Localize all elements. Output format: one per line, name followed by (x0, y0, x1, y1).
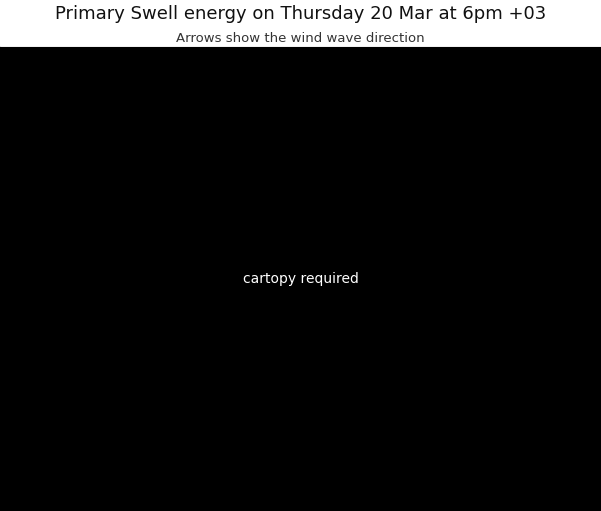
Text: Arrows show the wind wave direction: Arrows show the wind wave direction (176, 32, 425, 45)
Text: cartopy required: cartopy required (243, 272, 358, 286)
Text: Primary Swell energy on Thursday 20 Mar at 6pm +03: Primary Swell energy on Thursday 20 Mar … (55, 5, 546, 23)
